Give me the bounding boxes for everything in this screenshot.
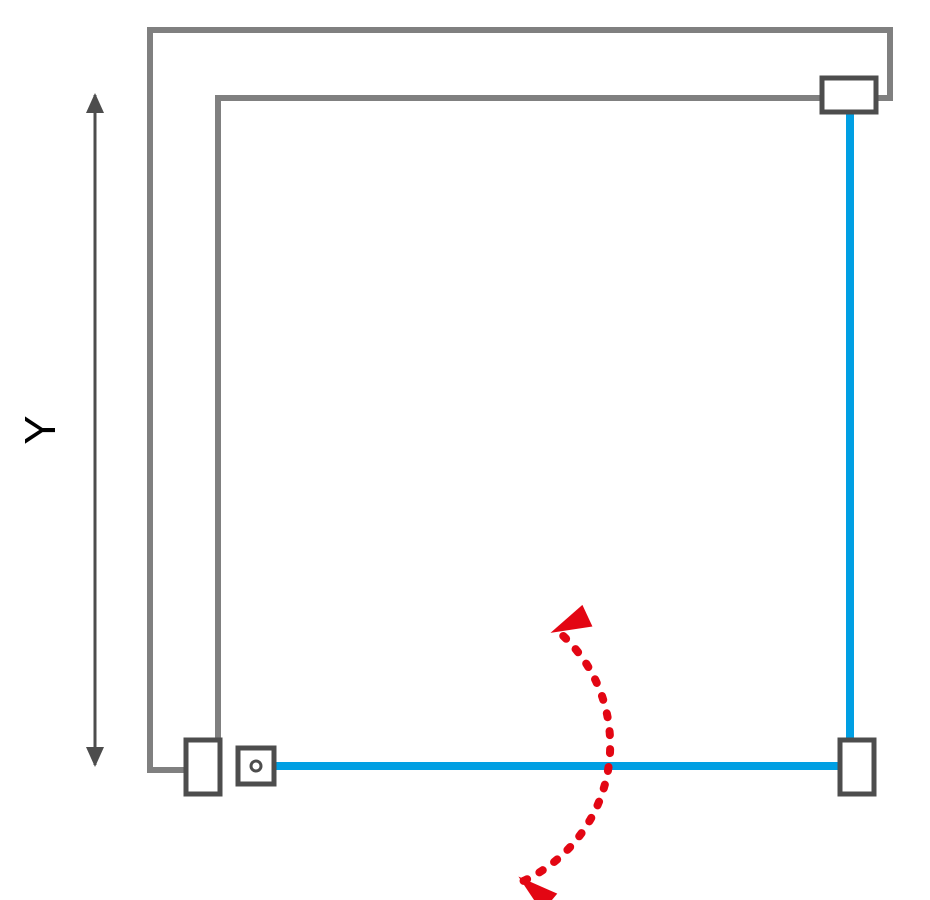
door-swing-arrowhead bbox=[550, 605, 592, 633]
bracket-top-right bbox=[822, 78, 876, 112]
dimension-y-arrow-bottom bbox=[86, 747, 104, 767]
bracket-bottom-right bbox=[840, 740, 874, 794]
handle-block bbox=[238, 748, 274, 784]
door-swing-arc bbox=[524, 630, 611, 881]
dimension-y-arrow-top bbox=[86, 93, 104, 113]
wall-corner bbox=[150, 30, 890, 770]
bracket-bottom-left bbox=[186, 740, 220, 794]
door-swing-arrowhead bbox=[518, 877, 557, 900]
dimension-y-label: Y bbox=[16, 415, 65, 444]
